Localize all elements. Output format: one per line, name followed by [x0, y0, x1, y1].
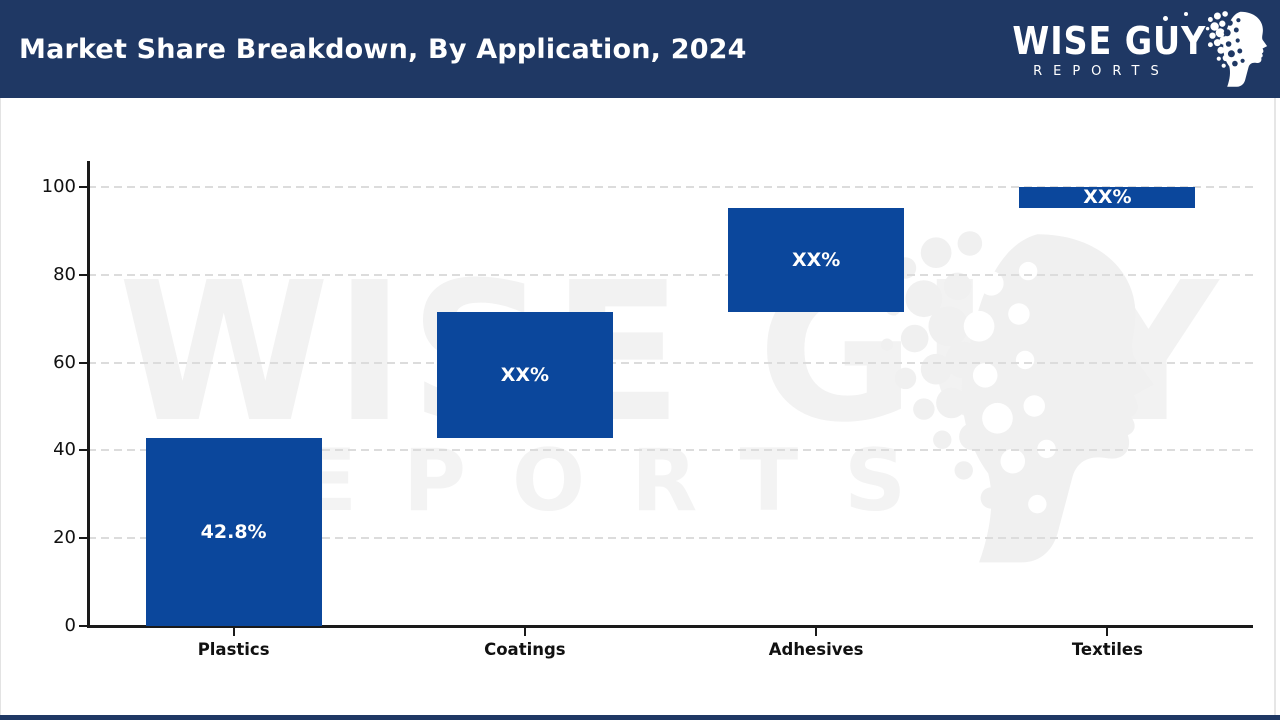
watermark-face-dots-graphic [880, 231, 1154, 563]
bar-value-label: XX% [500, 363, 550, 386]
wise-guy-reports-logo: WISE GUY REPORTS [1012, 4, 1272, 96]
y-axis-line [87, 161, 90, 628]
y-axis-tick-mark [79, 537, 88, 540]
y-axis-tick-label: 60 [53, 351, 76, 373]
y-axis-tick-label: 0 [64, 615, 76, 636]
logo-subtitle: REPORTS [1033, 64, 1170, 79]
figure-left-border [0, 98, 1, 720]
y-axis-tick-label: 80 [53, 263, 76, 285]
gridline-y80 [88, 273, 1253, 276]
y-axis-tick-label: 40 [53, 439, 76, 461]
bar-value-label: XX% [1083, 186, 1132, 209]
x-category-label-adhesives: Adhesives [768, 640, 864, 659]
bar-value-label: XX% [791, 248, 841, 271]
gridline-y20 [88, 537, 1253, 540]
y-axis-tick-label: 20 [53, 527, 76, 549]
logo-face-icon [1205, 11, 1268, 87]
y-axis-tick-label: 100 [41, 176, 76, 197]
bar-adhesives: XX% [728, 208, 905, 313]
x-axis-tick-mark [815, 627, 818, 636]
gridline-y60 [88, 361, 1253, 364]
gridline-y40 [88, 449, 1253, 452]
y-axis-tick-mark [79, 625, 88, 627]
logo-text: WISE GUY REPORTS [986, 22, 1206, 79]
footer-accent-bar [0, 715, 1280, 720]
y-axis-tick-mark [79, 273, 88, 276]
bar-coatings: XX% [436, 312, 613, 439]
y-axis-tick-mark [79, 361, 88, 364]
x-category-label-coatings: Coatings [484, 640, 566, 659]
logo-accent-dot [1163, 16, 1168, 21]
x-category-label-textiles: Textiles [1071, 640, 1143, 659]
x-axis-line [87, 625, 1253, 628]
x-axis-tick-mark [232, 627, 235, 636]
y-axis-tick-mark [79, 186, 88, 188]
bar-plastics: 42.8% [145, 438, 322, 626]
page-title: Market Share Breakdown, By Application, … [19, 34, 747, 65]
header-banner: Market Share Breakdown, By Application, … [0, 0, 1280, 98]
bar-value-label: 42.8% [200, 520, 267, 543]
x-category-label-plastics: Plastics [197, 640, 270, 659]
logo-accent-dot [1184, 12, 1188, 16]
bar-textiles: XX% [1019, 186, 1196, 209]
chart-plot-area: 0 20 40 60 80 100 42.8% Plastics XX% Coatings XX% A… [0, 98, 1280, 720]
y-axis-tick-mark [79, 449, 88, 452]
x-axis-tick-mark [1106, 627, 1109, 636]
logo-wordmark: WISE GUY [1012, 19, 1206, 63]
gridline-y100 [88, 186, 1253, 188]
figure-right-border [1274, 98, 1276, 720]
x-axis-tick-mark [523, 627, 526, 636]
